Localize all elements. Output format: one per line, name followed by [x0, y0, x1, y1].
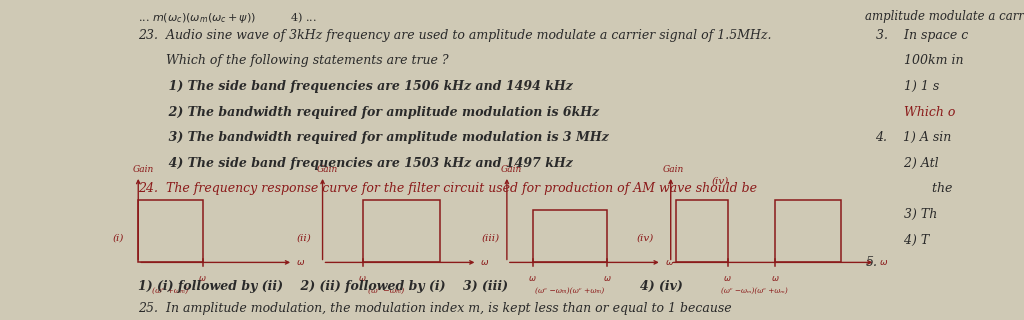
Bar: [138, 200, 203, 262]
Bar: [677, 200, 728, 262]
Text: (ωᶜ −ωₘ)(ωᶜ +ωₘ): (ωᶜ −ωₘ)(ωᶜ +ωₘ): [536, 286, 604, 294]
Text: $\omega$: $\omega$: [358, 274, 367, 283]
Text: 3.    In space c: 3. In space c: [876, 29, 968, 42]
Text: 4) (iv): 4) (iv): [640, 280, 683, 293]
Text: (iv): (iv): [637, 234, 654, 243]
Text: 2) The bandwidth required for amplitude modulation is 6kHz: 2) The bandwidth required for amplitude …: [138, 106, 599, 119]
Text: $\omega$: $\omega$: [665, 258, 674, 267]
Text: Which of the following statements are true ?: Which of the following statements are tr…: [138, 54, 449, 68]
Text: $\omega$: $\omega$: [771, 274, 779, 283]
Text: 23.  Audio sine wave of 3kHz frequency are used to amplitude modulate a carrier : 23. Audio sine wave of 3kHz frequency ar…: [138, 29, 772, 42]
Text: $\omega$: $\omega$: [603, 274, 611, 283]
Text: 5.: 5.: [865, 256, 878, 269]
Text: ... $m(\omega_c)(\omega_m(\omega_c+\psi))$          4) ...: ... $m(\omega_c)(\omega_m(\omega_c+\psi)…: [138, 10, 317, 25]
Text: Gain: Gain: [664, 165, 684, 174]
Text: 100km in: 100km in: [876, 54, 963, 68]
Text: 2) Atl: 2) Atl: [876, 157, 938, 170]
Text: 1) 1 s: 1) 1 s: [876, 80, 939, 93]
Text: (iii): (iii): [481, 234, 500, 243]
Text: $\omega$: $\omega$: [528, 274, 537, 283]
Text: 4) T: 4) T: [876, 234, 929, 247]
Text: Gain: Gain: [132, 165, 154, 174]
Text: 1) (i) followed by (ii)    2) (ii) followed by (i)    3) (iii): 1) (i) followed by (ii) 2) (ii) followed…: [138, 280, 508, 293]
Text: $\omega$: $\omega$: [296, 258, 305, 267]
Text: 4.    1) A sin: 4. 1) A sin: [876, 131, 951, 144]
Text: 3) The bandwidth required for amplitude modulation is 3 MHz: 3) The bandwidth required for amplitude …: [138, 131, 609, 144]
Bar: [775, 200, 842, 262]
Text: amplitude modulate a carrier signal of 1.5MHz: amplitude modulate a carrier signal of 1…: [865, 10, 1024, 23]
Text: 24.  The frequency response curve for the filter circuit used for production of : 24. The frequency response curve for the…: [138, 182, 757, 196]
Text: $\omega$: $\omega$: [199, 274, 207, 283]
Text: Gain: Gain: [501, 165, 522, 174]
Text: 25.  In amplitude modulation, the modulation index m, is kept less than or equal: 25. In amplitude modulation, the modulat…: [138, 302, 732, 316]
Text: $\omega$: $\omega$: [480, 258, 489, 267]
Text: 4) The side band frequencies are 1503 kHz and 1497 kHz: 4) The side band frequencies are 1503 kH…: [138, 157, 573, 170]
Text: (ωᶜ +ωₘ): (ωᶜ +ωₘ): [152, 286, 188, 294]
Text: $\omega$: $\omega$: [879, 258, 888, 267]
Text: Gain: Gain: [316, 165, 338, 174]
Text: (ωᶜ −ωₘ)(ωᶜ +ωₘ): (ωᶜ −ωₘ)(ωᶜ +ωₘ): [721, 286, 787, 294]
Text: (i): (i): [113, 234, 124, 243]
Text: the: the: [876, 182, 952, 196]
Text: (ii): (ii): [297, 234, 311, 243]
Text: (ωᶜ −ωₘ): (ωᶜ −ωₘ): [368, 286, 403, 294]
Bar: [532, 211, 607, 262]
Bar: [362, 200, 440, 262]
Text: $\omega$: $\omega$: [723, 274, 732, 283]
Text: (iv): (iv): [712, 177, 729, 186]
Text: Which o: Which o: [876, 106, 955, 119]
Text: 1) The side band frequencies are 1506 kHz and 1494 kHz: 1) The side band frequencies are 1506 kH…: [138, 80, 573, 93]
Text: 3) Th: 3) Th: [876, 208, 937, 221]
